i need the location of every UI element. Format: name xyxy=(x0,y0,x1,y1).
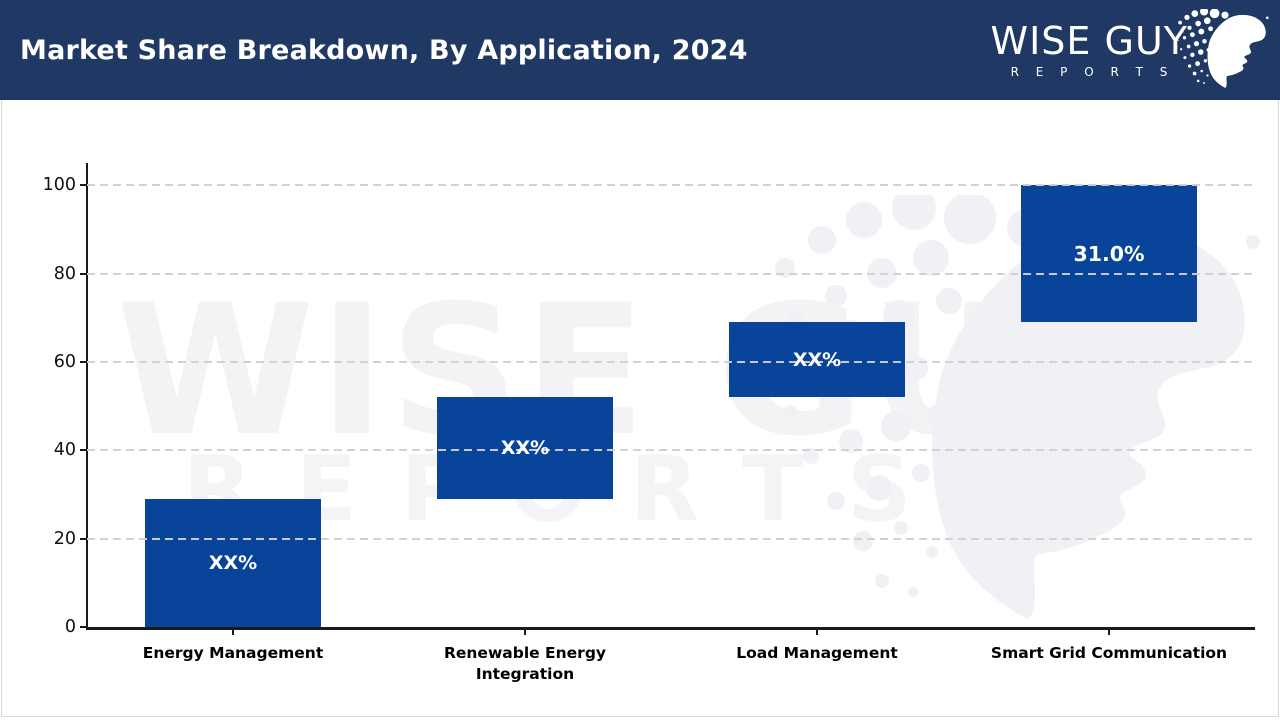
bar-energy-management xyxy=(145,498,321,627)
x-tick-load-management xyxy=(816,629,818,635)
header-bar: Market Share Breakdown, By Application, … xyxy=(0,0,1280,100)
bar-renewable-energy-integration xyxy=(437,397,613,499)
bar-value-label-energy-management: XX% xyxy=(208,552,258,574)
y-tick-label-80: 80 xyxy=(53,263,76,284)
x-tick-label-energy-management: Energy Management xyxy=(142,644,324,662)
x-tick-energy-management xyxy=(232,629,234,635)
x-tick-label-smart-grid-communication: Smart Grid Communication xyxy=(990,644,1228,662)
plot-area: 0 20 40 60 80 100 XX% Energy Management XX% Renew… xyxy=(0,100,1280,720)
brand-head-icon xyxy=(1176,9,1269,89)
frame-border-right xyxy=(1278,100,1279,716)
brand-logo: WISE GUY R E P O R T S xyxy=(991,9,1280,91)
y-axis-line xyxy=(86,163,88,630)
brand-logo-wordmark: WISE GUY xyxy=(990,18,1188,63)
brand-logo-subtitle: R E P O R T S xyxy=(1010,64,1174,79)
y-tick-label-100: 100 xyxy=(42,175,76,196)
x-tick-renewable-energy-integration xyxy=(524,629,526,635)
frame-border-bottom xyxy=(1,716,1279,717)
y-tick-label-40: 40 xyxy=(53,440,76,461)
y-tick-20 xyxy=(80,537,86,540)
x-tick-smart-grid-communication xyxy=(1108,629,1110,635)
bar-value-label-smart-grid-communication: 31.0% xyxy=(1073,241,1145,266)
bar-load-management xyxy=(729,322,905,398)
y-tick-80 xyxy=(80,272,86,275)
x-tick-label-renewable-energy-integration: Renewable Energy Integration xyxy=(443,644,607,683)
bar-value-label-renewable-energy-integration: XX% xyxy=(500,437,550,460)
chart-figure: WISE GUY R E P O R T S 020406080100XX%En… xyxy=(0,100,1280,720)
y-tick-60 xyxy=(80,361,86,363)
x-axis-line xyxy=(86,627,1255,630)
y-tick-label-0: 0 xyxy=(64,617,76,637)
gridline-60 xyxy=(87,361,1255,363)
y-tick-100 xyxy=(80,184,86,187)
x-tick-label-load-management: Load Management xyxy=(736,644,898,662)
y-tick-40 xyxy=(80,449,86,452)
page-title: Market Share Breakdown, By Application, … xyxy=(20,34,748,66)
y-tick-0 xyxy=(80,626,86,628)
y-tick-label-20: 20 xyxy=(53,528,76,549)
gridline-20 xyxy=(87,537,1255,540)
gridline-40 xyxy=(87,449,1255,452)
bar-smart-grid-communication xyxy=(1021,185,1197,323)
frame-border-left xyxy=(1,100,2,716)
y-tick-label-60: 60 xyxy=(53,352,76,372)
gridline-80 xyxy=(87,272,1255,275)
gridline-100 xyxy=(87,184,1255,187)
brand-logo-text: WISE GUY R E P O R T S xyxy=(991,22,1188,79)
bar-value-label-load-management: XX% xyxy=(792,348,842,371)
